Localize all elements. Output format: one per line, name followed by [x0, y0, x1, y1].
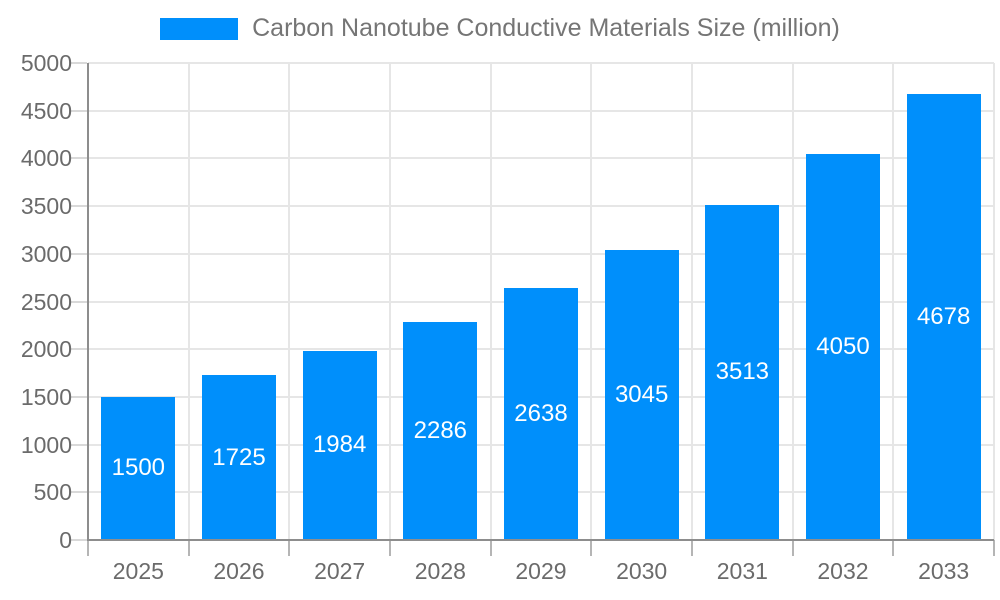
- y-axis-tick-label: 1500: [20, 383, 72, 410]
- legend-label: Carbon Nanotube Conductive Materials Siz…: [252, 14, 840, 42]
- y-axis-tick-label: 0: [59, 527, 72, 553]
- y-axis-tick-label: 1000: [20, 431, 72, 458]
- x-axis-category-label: 2027: [314, 558, 366, 584]
- legend-item[interactable]: Carbon Nanotube Conductive Materials Siz…: [160, 14, 840, 43]
- y-axis-tick: [70, 395, 87, 398]
- y-axis-tick-label: 4500: [20, 97, 72, 124]
- gridline-horizontal: [88, 157, 994, 160]
- gridline-horizontal: [88, 205, 994, 208]
- y-axis-tick: [70, 300, 87, 303]
- bar-value-label: 1500: [111, 454, 166, 482]
- bar-value-label: 1725: [212, 443, 266, 471]
- y-axis-tick-label: 3500: [20, 193, 72, 220]
- bar-value-label: 1984: [312, 431, 367, 459]
- x-axis-tick: [288, 540, 291, 556]
- bar-2027[interactable]: 1984: [302, 350, 377, 540]
- y-axis-tick-label: 3000: [20, 240, 72, 267]
- gridline-horizontal: [88, 109, 994, 112]
- bar-2032[interactable]: 4050: [806, 153, 880, 540]
- x-axis-tick: [187, 540, 190, 556]
- y-axis-tick-label: 500: [33, 479, 72, 506]
- gridline-vertical: [691, 63, 693, 540]
- x-axis-tick: [791, 540, 794, 556]
- y-axis-line: [87, 63, 89, 540]
- legend-swatch: [160, 17, 239, 40]
- bar-2031[interactable]: 3513: [705, 204, 780, 540]
- gridline-vertical: [892, 63, 895, 540]
- x-axis-tick: [993, 540, 995, 556]
- x-axis-category-label: 2029: [515, 558, 567, 584]
- x-axis-category-label: 2028: [414, 558, 466, 584]
- x-axis-tick: [389, 540, 391, 556]
- x-axis-tick: [489, 540, 492, 556]
- gridline-vertical: [489, 63, 492, 540]
- gridline-vertical: [993, 63, 995, 540]
- y-axis-tick: [70, 109, 87, 112]
- bar-2033[interactable]: 4678: [906, 93, 981, 540]
- y-axis-tick: [70, 157, 87, 160]
- bar-2025[interactable]: 1500: [101, 396, 176, 540]
- y-axis-tick: [70, 539, 87, 541]
- x-axis-category-label: 2032: [817, 558, 869, 584]
- y-axis-tick-label: 2500: [20, 288, 72, 315]
- x-axis-tick: [691, 540, 693, 556]
- gridline-horizontal: [88, 62, 994, 64]
- bar-value-label: 2286: [413, 416, 468, 444]
- gridline-vertical: [791, 63, 794, 540]
- legend: Carbon Nanotube Conductive Materials Siz…: [0, 14, 1000, 43]
- bar-value-label: 3513: [715, 358, 770, 386]
- bar-value-label: 3045: [614, 380, 669, 408]
- bar-2028[interactable]: 2286: [403, 321, 478, 540]
- gridline-vertical: [590, 63, 593, 540]
- y-axis-tick-label: 5000: [20, 50, 72, 76]
- bar-value-label: 2638: [514, 400, 568, 428]
- x-axis-category-label: 2031: [716, 558, 768, 584]
- x-axis-category-label: 2030: [616, 558, 668, 584]
- y-axis-tick-label: 4000: [20, 145, 72, 172]
- x-axis-category-label: 2026: [213, 558, 265, 584]
- y-axis-tick: [70, 491, 87, 494]
- gridline-vertical: [288, 63, 291, 540]
- bar-2030[interactable]: 3045: [604, 249, 679, 540]
- x-axis-category-label: 2025: [112, 558, 164, 584]
- y-axis-tick: [70, 443, 87, 446]
- gridline-horizontal: [88, 252, 994, 255]
- x-axis-line: [87, 539, 994, 541]
- x-axis-tick: [892, 540, 895, 556]
- y-axis-tick: [70, 348, 87, 351]
- gridline-vertical: [187, 63, 190, 540]
- bar-2029[interactable]: 2638: [504, 288, 578, 540]
- bar-value-label: 4678: [916, 302, 971, 330]
- x-axis-category-label: 2033: [918, 558, 970, 584]
- y-axis-tick-label: 2000: [20, 336, 72, 363]
- bar-value-label: 4050: [816, 332, 870, 360]
- gridline-vertical: [389, 63, 391, 540]
- y-axis-tick: [70, 205, 87, 208]
- plot-area: 1500 1725 1984 2286 2638 3045 3513 4050 4678: [88, 62, 995, 540]
- y-axis-tick: [70, 62, 87, 64]
- y-axis-tick: [70, 252, 87, 255]
- x-axis-tick: [87, 540, 89, 556]
- x-axis-tick: [590, 540, 593, 556]
- bar-2026[interactable]: 1725: [202, 375, 276, 540]
